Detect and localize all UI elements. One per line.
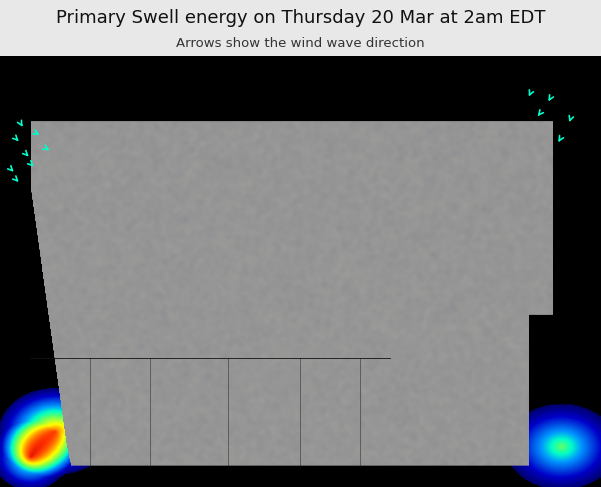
Text: Primary Swell energy on Thursday 20 Mar at 2am EDT: Primary Swell energy on Thursday 20 Mar … [56, 9, 545, 27]
Text: Arrows show the wind wave direction: Arrows show the wind wave direction [176, 37, 425, 50]
